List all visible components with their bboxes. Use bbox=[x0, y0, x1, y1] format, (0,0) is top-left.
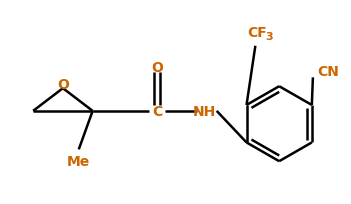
Text: O: O bbox=[57, 78, 69, 92]
Text: CN: CN bbox=[317, 65, 339, 79]
Text: C: C bbox=[152, 104, 162, 118]
Text: 3: 3 bbox=[265, 32, 273, 42]
Text: O: O bbox=[151, 61, 163, 75]
Text: NH: NH bbox=[193, 104, 217, 118]
Text: CF: CF bbox=[247, 26, 267, 40]
Text: Me: Me bbox=[67, 154, 91, 168]
